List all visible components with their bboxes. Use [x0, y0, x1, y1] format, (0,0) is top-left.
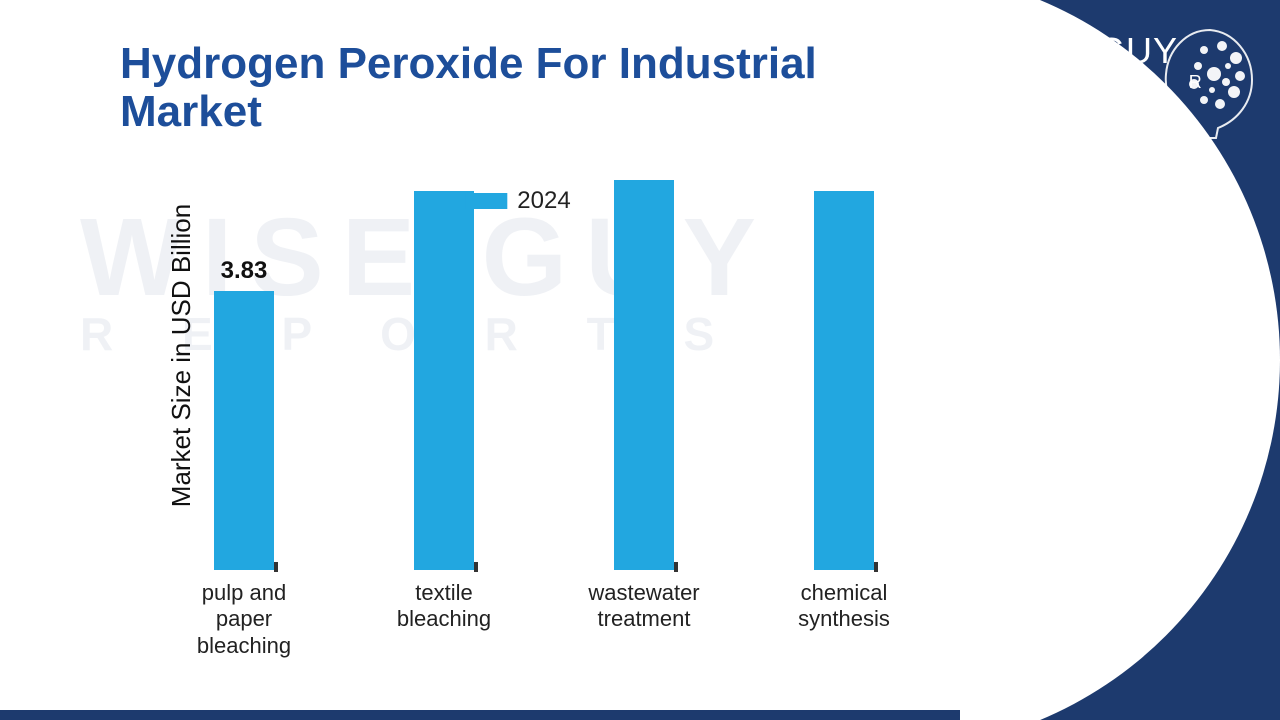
- bar: [614, 180, 674, 570]
- x-axis-category-label: pulp and paper bleaching: [174, 580, 314, 659]
- bar: [414, 191, 474, 570]
- chart-title: Hydrogen Peroxide For Industrial Market: [120, 40, 820, 137]
- bar-group: textile bleaching: [414, 191, 474, 570]
- bar: [814, 191, 874, 570]
- bar-group: 3.83pulp and paper bleaching: [214, 291, 274, 570]
- legend-label: 2024: [517, 187, 570, 215]
- chart-legend: 2024: [465, 187, 570, 215]
- bar-group: chemical synthesis: [814, 191, 874, 570]
- x-axis-tick: [274, 562, 278, 572]
- x-axis-tick: [874, 562, 878, 572]
- x-axis-category-label: wastewater treatment: [574, 580, 714, 633]
- bar: [214, 291, 274, 570]
- x-axis-tick: [674, 562, 678, 572]
- bar-group: wastewater treatment: [614, 180, 674, 570]
- bar-value-label: 3.83: [221, 257, 268, 285]
- brand-logo: WISE GUY R E P O R T S: [990, 30, 1250, 120]
- brand-subtitle: R E P O R T S: [990, 72, 1250, 114]
- x-axis-category-label: textile bleaching: [374, 580, 514, 633]
- legend-swatch: [465, 193, 507, 209]
- x-axis-tick: [474, 562, 478, 572]
- plot-area: 3.83pulp and paper bleaching textile blea…: [118, 180, 918, 570]
- bottom-accent-bar: [0, 710, 960, 720]
- chart-canvas: WISE GUY R E P O R T S WISE GUY R E P O …: [0, 0, 1280, 720]
- x-axis-category-label: chemical synthesis: [774, 580, 914, 633]
- brand-name: WISE GUY: [990, 30, 1178, 72]
